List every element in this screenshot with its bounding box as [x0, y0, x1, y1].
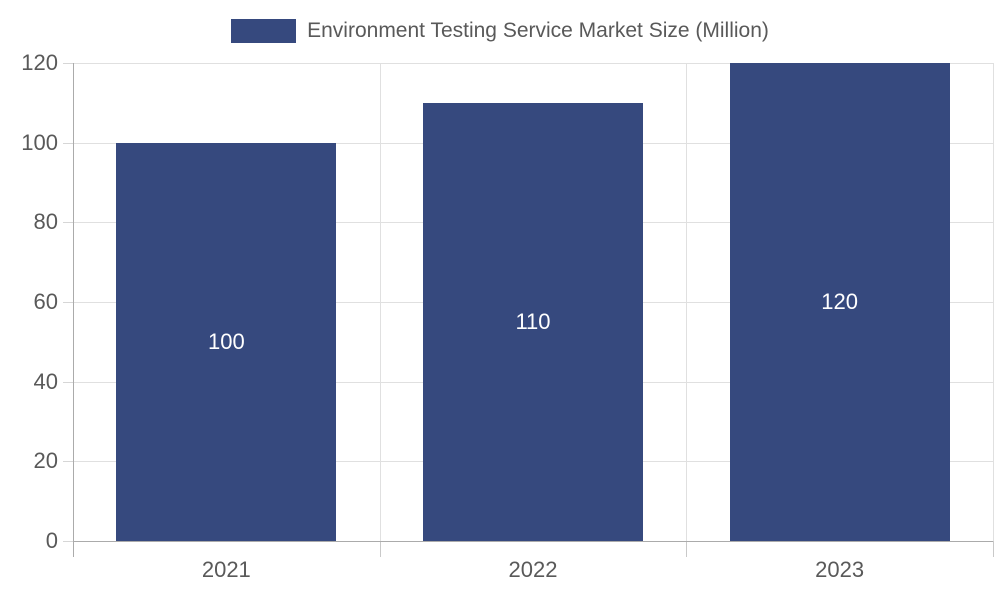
y-axis-tick-label: 80: [33, 209, 58, 235]
x-axis-tick-label: 2021: [201, 557, 251, 582]
y-axis-tick-label: 40: [33, 368, 58, 394]
legend-label: Environment Testing Service Market Size …: [307, 19, 769, 42]
y-axis-tick-label: 20: [33, 448, 58, 474]
x-axis-line: [73, 541, 993, 542]
x-axis-tick-label: 2023: [815, 557, 865, 582]
y-axis-tick: [63, 541, 73, 542]
y-axis-tick-label: 0: [45, 528, 58, 553]
y-axis-tick-label: 100: [21, 129, 58, 155]
gridline-vertical: [686, 63, 688, 541]
bar-value-label: 100: [207, 328, 245, 354]
legend-item[interactable]: Environment Testing Service Market Size …: [0, 19, 1000, 43]
bar-value-label: 110: [515, 308, 551, 334]
gridline-vertical: [379, 63, 381, 541]
y-axis-tick: [63, 63, 73, 64]
x-axis-tick: [686, 541, 688, 557]
y-axis-tick: [63, 461, 73, 463]
y-axis-tick: [63, 222, 73, 224]
bar-2021[interactable]: [116, 142, 337, 541]
y-axis-tick-label: 60: [33, 289, 58, 314]
gridline-horizontal: [73, 63, 993, 64]
y-axis-line: [73, 63, 74, 557]
x-axis-tick: [993, 541, 994, 557]
y-axis-tick: [63, 302, 73, 303]
x-axis-tick: [379, 541, 381, 557]
bar-2022[interactable]: [423, 102, 643, 541]
y-axis-tick: [63, 142, 73, 144]
gridline-vertical: [993, 63, 994, 541]
bar-value-label: 120: [821, 289, 859, 314]
y-axis-tick-label: 120: [21, 50, 58, 75]
x-axis-tick-label: 2022: [508, 557, 558, 582]
y-axis-tick: [63, 381, 73, 383]
bar-2023[interactable]: [729, 63, 950, 541]
legend-swatch-icon: [231, 19, 297, 43]
